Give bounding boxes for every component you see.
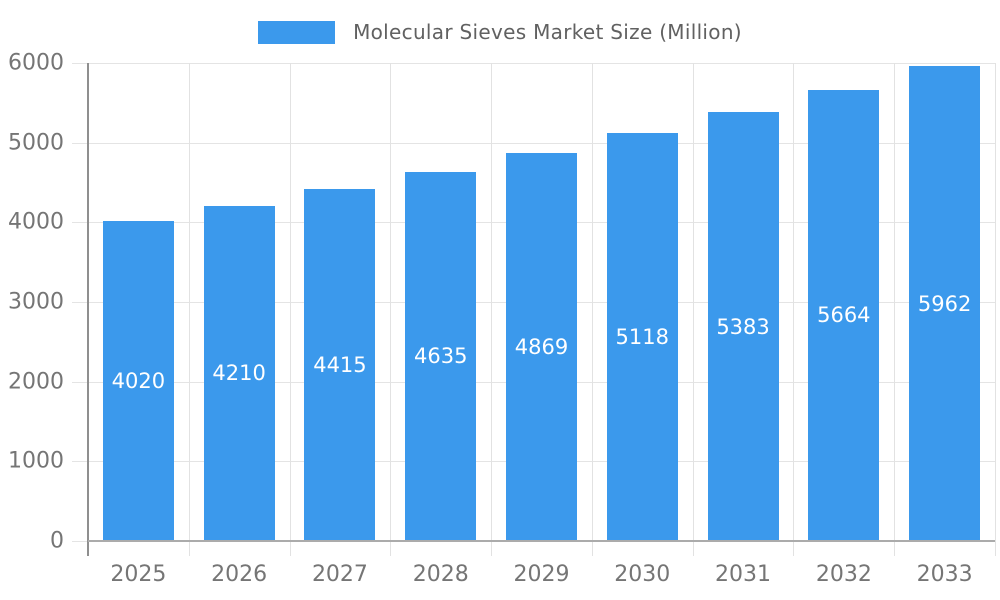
y-axis-tick (72, 381, 88, 383)
y-tick-label: 3000 (8, 289, 64, 315)
bar-value-label: 4869 (514, 335, 569, 360)
legend-swatch (258, 20, 336, 44)
x-axis-tick (188, 541, 190, 556)
y-axis-line (87, 63, 89, 556)
x-tick-label: 2033 (916, 562, 973, 587)
x-axis-tick (793, 541, 795, 556)
x-tick-label: 2025 (110, 562, 167, 587)
y-tick-label: 2000 (8, 369, 64, 395)
bar (808, 89, 880, 541)
x-tick-label: 2031 (715, 562, 772, 587)
x-tick-label: 2027 (311, 562, 368, 587)
bar-value-label: 5383 (716, 314, 770, 339)
grid-line-vertical (894, 63, 896, 541)
y-tick-label: 6000 (8, 50, 64, 76)
x-axis-line (88, 540, 995, 542)
bar-value-label: 4210 (212, 361, 266, 386)
y-tick-label: 5000 (8, 130, 64, 156)
bar (506, 153, 577, 541)
y-tick-label: 0 (50, 528, 64, 554)
x-axis-tick (692, 541, 694, 556)
y-tick-label: 1000 (8, 448, 64, 474)
bar (606, 133, 678, 541)
bar (405, 171, 477, 541)
grid-line-vertical (188, 63, 190, 541)
grid-line-vertical (491, 63, 493, 541)
bar-value-label: 5118 (615, 325, 669, 350)
y-axis-tick (72, 541, 88, 542)
grid-line-horizontal (88, 63, 995, 64)
bar-value-label: 5962 (917, 291, 972, 316)
bar (707, 112, 779, 541)
x-axis-tick (591, 541, 593, 556)
x-axis-tick (390, 541, 392, 556)
x-tick-label: 2028 (412, 562, 469, 587)
bar-value-label: 4635 (413, 344, 468, 369)
grid-line-horizontal (88, 142, 995, 144)
y-axis-tick (72, 461, 88, 463)
bar (102, 220, 174, 541)
x-tick-label: 2026 (211, 562, 268, 587)
grid-line-vertical (390, 63, 392, 541)
bar (203, 205, 275, 541)
y-axis-tick (72, 302, 88, 303)
y-axis-tick (72, 63, 88, 64)
bar (304, 189, 376, 541)
x-axis-tick (894, 541, 896, 556)
bar (909, 66, 981, 541)
bar-value-label: 5664 (817, 303, 871, 328)
grid-line-vertical (692, 63, 694, 541)
y-tick-label: 4000 (8, 209, 64, 235)
x-tick-label: 2032 (815, 562, 872, 587)
y-axis-tick (72, 142, 88, 144)
x-axis-tick (995, 541, 996, 556)
x-axis-tick (289, 541, 291, 556)
grid-line-vertical (289, 63, 291, 541)
y-axis-tick (72, 222, 88, 224)
x-tick-label: 2029 (513, 562, 570, 587)
legend: Molecular Sieves Market Size (Million) (0, 18, 1000, 46)
grid-line-vertical (591, 63, 593, 541)
grid-line-vertical (995, 63, 996, 541)
grid-line-vertical (793, 63, 795, 541)
x-axis-tick (491, 541, 493, 556)
bar-value-label: 4415 (313, 353, 367, 378)
bar-value-label: 4020 (111, 368, 166, 393)
x-tick-label: 2030 (614, 562, 671, 587)
legend-label: Molecular Sieves Market Size (Million) (353, 20, 742, 44)
